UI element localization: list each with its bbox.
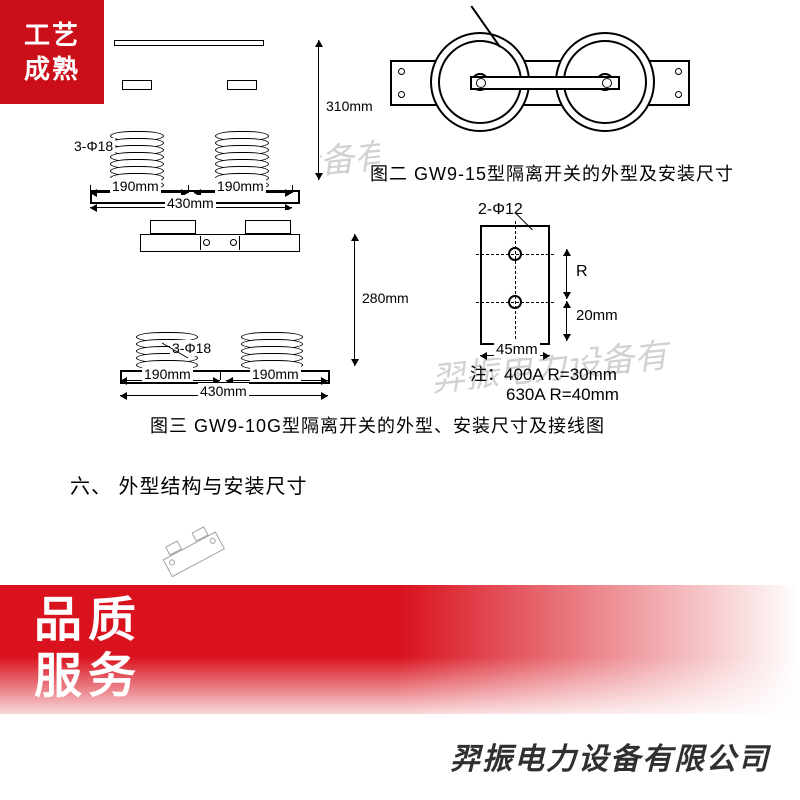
terminal-notes: 注：400A R=30mm 630A R=40mm <box>470 360 619 405</box>
badge-line2: 成熟 <box>24 54 80 84</box>
fig3-height-label: 280mm <box>360 290 411 306</box>
bottom-banner: 品质 服务 羿振电力设备有限公司 <box>0 585 800 800</box>
fig3-caption: 图三 GW9-10G型隔离开关的外型、安装尺寸及接线图 <box>150 412 605 438</box>
fig3-hole-spec: 3-Φ18 <box>170 340 213 356</box>
terminal-R-label: R <box>574 263 590 281</box>
fig2-caption: 图二 GW9-15型隔离开关的外型及安装尺寸 <box>370 160 734 186</box>
fig2-topview-link <box>470 76 620 90</box>
fig2-topbar <box>114 40 264 46</box>
fig3-dim-430-label: 430mm <box>198 383 249 399</box>
fig3-dim-190b-label: 190mm <box>250 366 301 382</box>
note-prefix: 注： <box>470 365 504 384</box>
fig3-top-part-right <box>245 220 291 234</box>
terminal-45-label: 45mm <box>494 341 540 358</box>
slogan-line2: 服务 <box>34 649 142 705</box>
fig3-top-detail <box>200 236 240 250</box>
fig2-left-view: 310mm 3-Φ18 190mm 190mm 430mm <box>70 10 320 210</box>
fig3-height-dim <box>354 234 355 366</box>
fig2-insulator-left <box>110 80 164 190</box>
terminal-rect <box>480 225 550 345</box>
badge-text: 工艺 成熟 <box>24 18 80 86</box>
company-name: 羿振电力设备有限公司 <box>450 734 770 778</box>
fig2-hole-spec: 3-Φ18 <box>72 138 115 154</box>
fig2-height-dim <box>318 40 319 180</box>
badge-line1: 工艺 <box>24 20 80 50</box>
fig2-dim-430-label: 430mm <box>165 195 216 211</box>
terminal-diagram: 2-Φ12 R 20mm 45mm <box>470 205 590 355</box>
fig3-dim-190a-label: 190mm <box>142 366 193 382</box>
terminal-20-label: 20mm <box>574 307 620 324</box>
slogan: 品质 服务 <box>34 593 142 705</box>
fig2-top-view <box>380 10 700 170</box>
slogan-line1: 品质 <box>34 593 142 649</box>
fig3-insulator-right <box>245 280 299 370</box>
fig2-dim-190a-label: 190mm <box>110 178 161 194</box>
fig3-left-view: 280mm 3-Φ18 190mm 190mm 430mm <box>100 210 350 400</box>
fig2-dim-190b-label: 190mm <box>215 178 266 194</box>
corner-badge: 工艺 成熟 <box>0 0 104 104</box>
document-area: 310mm 3-Φ18 190mm 190mm 430mm <box>70 10 750 550</box>
section6-title: 六、 外型结构与安装尺寸 <box>70 470 308 499</box>
fig3-top-part-left <box>150 220 196 234</box>
fig2-insulator-right <box>215 80 269 190</box>
note-630: 630A R=40mm <box>506 385 619 404</box>
note-400: 400A R=30mm <box>504 365 617 384</box>
terminal-dim-20 <box>566 301 567 341</box>
fig2-height-label: 310mm <box>324 98 375 114</box>
terminal-dim-R <box>566 249 567 299</box>
